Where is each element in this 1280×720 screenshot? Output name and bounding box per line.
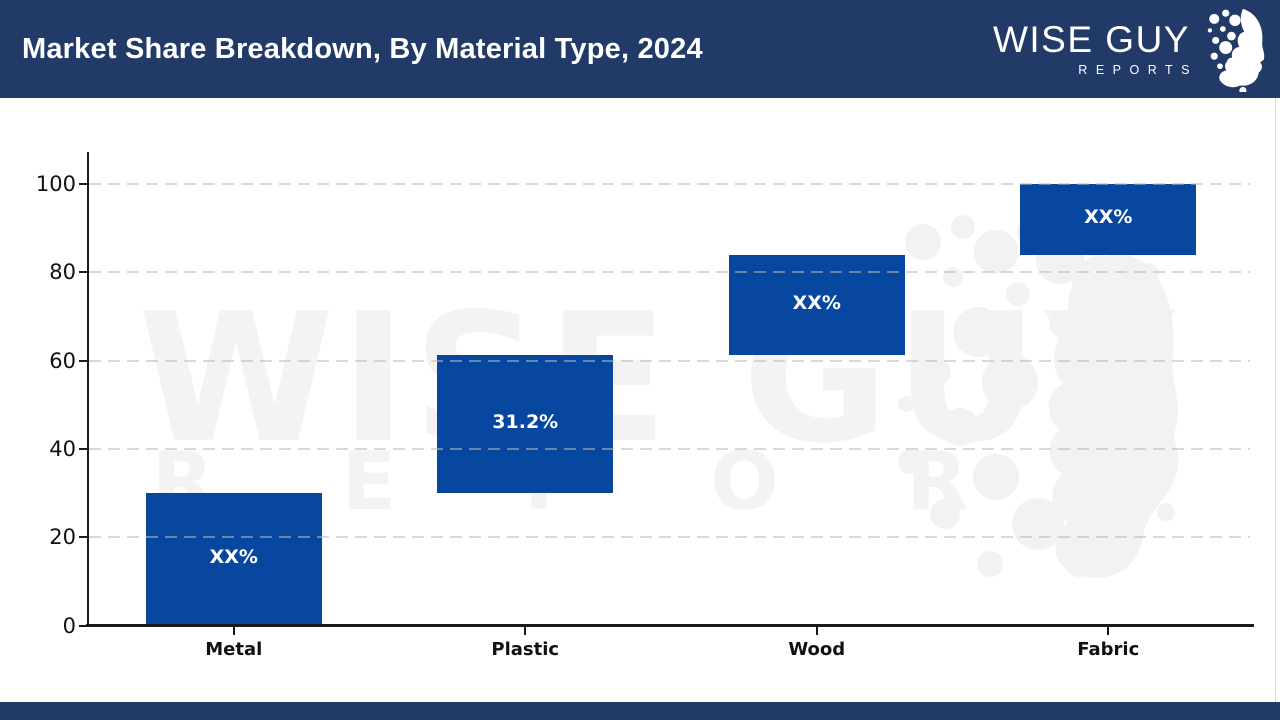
bar-metal xyxy=(145,493,322,626)
chart-title: Market Share Breakdown, By Material Type… xyxy=(22,32,703,65)
gridline-80 xyxy=(89,271,1250,274)
gridline-20 xyxy=(89,536,1250,539)
x-axis-label-metal: Metal xyxy=(205,639,263,660)
wiseguy-logo: WISE GUY REPORTS xyxy=(993,6,1266,92)
y-axis-tick-0 xyxy=(79,624,87,627)
header-band: Market Share Breakdown, By Material Type… xyxy=(0,0,1280,98)
wiseguy-head-icon xyxy=(1207,8,1265,92)
x-axis-tick-wood xyxy=(815,627,818,635)
gridline-60 xyxy=(89,359,1250,362)
y-axis-label-80: 80 xyxy=(49,260,76,285)
y-axis-tick-40 xyxy=(79,447,87,450)
y-axis-spine xyxy=(87,152,89,627)
y-axis-tick-20 xyxy=(79,536,87,539)
x-axis-tick-metal xyxy=(232,627,235,635)
bar-value-label-fabric: XX% xyxy=(1084,206,1133,229)
bar-plastic xyxy=(437,355,614,494)
y-axis-tick-100 xyxy=(79,183,87,185)
panel-right-border xyxy=(1275,98,1276,704)
y-axis-label-0: 0 xyxy=(62,613,76,638)
bar-value-label-metal: XX% xyxy=(209,546,258,569)
gridline-40 xyxy=(89,447,1250,450)
footer-band xyxy=(0,702,1280,720)
x-axis-label-plastic: Plastic xyxy=(491,639,560,660)
wiseguy-head-dots-icon xyxy=(898,215,1179,578)
x-axis-tick-fabric xyxy=(1107,627,1110,635)
y-axis-tick-80 xyxy=(79,271,87,274)
y-axis-label-20: 20 xyxy=(49,525,76,550)
x-axis-label-fabric: Fabric xyxy=(1077,639,1140,660)
y-axis-label-60: 60 xyxy=(49,348,76,373)
y-axis-label-40: 40 xyxy=(49,436,76,461)
logo-reports-label: REPORTS xyxy=(1078,63,1198,78)
x-axis-tick-plastic xyxy=(524,627,527,635)
x-axis-spine xyxy=(86,624,1254,627)
bar-fabric xyxy=(1020,184,1197,255)
x-axis-label-wood: Wood xyxy=(788,639,846,660)
wiseguy-logo-text: WISE GUY REPORTS xyxy=(993,21,1190,77)
bar-value-label-wood: XX% xyxy=(792,291,841,314)
gridline-100 xyxy=(89,183,1250,185)
logo-wise-guy-label: WISE GUY xyxy=(992,19,1190,61)
y-axis-tick-60 xyxy=(79,359,87,362)
bar-value-label-plastic: 31.2% xyxy=(492,411,559,434)
y-axis-label-100: 100 xyxy=(35,172,76,196)
